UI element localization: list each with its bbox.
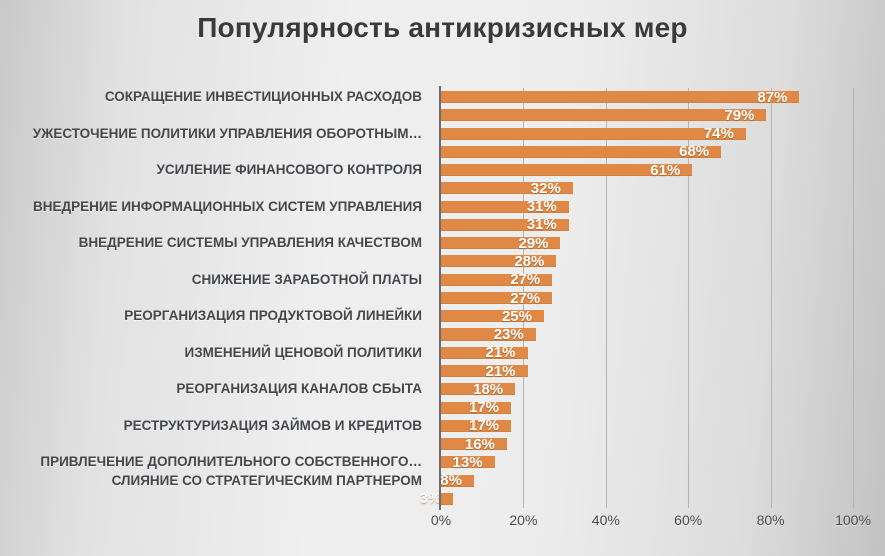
category-label: РЕСТРУКТУРИЗАЦИЯ ЗАЙМОВ И КРЕДИТОВ (123, 417, 422, 433)
bar[interactable] (441, 218, 569, 231)
x-axis-tick-labels: 0% 20% 40% 60% 80% 100% (431, 512, 871, 538)
category-label: ВНЕДРЕНИЕ СИСТЕМЫ УПРАВЛЕНИЯ КАЧЕСТВОМ (78, 235, 422, 251)
chart-title: Популярность антикризисных мер (197, 12, 688, 43)
bar[interactable] (441, 346, 528, 359)
bar[interactable] (441, 383, 516, 396)
bar-row[interactable]: 17% (441, 417, 853, 434)
bar-row[interactable]: 8% (440, 472, 853, 489)
bar-row[interactable]: 31% (441, 216, 853, 233)
bar[interactable] (441, 255, 557, 268)
bar[interactable] (441, 200, 569, 213)
bar-row[interactable]: 32% (441, 180, 853, 197)
bar[interactable] (441, 273, 553, 286)
gridline (688, 88, 690, 508)
bar[interactable] (441, 291, 553, 305)
category-label: СЛИЯНИЕ СО СТРАТЕГИЧЕСКИМ ПАРТНЕРОМ (111, 472, 422, 488)
bar-row[interactable]: 27% (441, 271, 853, 288)
bar[interactable] (441, 328, 536, 341)
x-tick-label: 20% (509, 512, 538, 528)
bar-row[interactable]: 17% (441, 399, 853, 416)
category-label: РЕОРГАНИЗАЦИЯ КАНАЛОВ СБЫТА (176, 381, 422, 397)
bar-row[interactable]: 21% (441, 363, 853, 380)
y-axis-line (439, 86, 441, 510)
category-label: СОКРАЩЕНИЕ ИНВЕСТИЦИОННЫХ РАСХОДОВ (104, 89, 422, 105)
bar-row[interactable]: 68% (441, 143, 853, 160)
bar[interactable] (441, 438, 507, 451)
bar-row[interactable]: 79% (441, 107, 853, 124)
bars-container: 87% 79% 74% 68% 61% 32% 31% 31% 29% 28% 27% 27% 25% 2… (420, 88, 853, 508)
bar[interactable] (441, 127, 746, 140)
bar[interactable] (441, 456, 495, 469)
bar-row[interactable]: 87% (441, 89, 853, 106)
category-axis-labels: СОКРАЩЕНИЕ ИНВЕСТИЦИОННЫХ РАСХОДОВ УЖЕСТО… (0, 88, 432, 508)
bar-row[interactable]: 3% (420, 490, 853, 507)
bar-row[interactable]: 27% (441, 290, 853, 307)
bar-row[interactable]: 21% (441, 344, 853, 361)
category-label: СНИЖЕНИЕ ЗАРАБОТНОЙ ПЛАТЫ (191, 271, 422, 287)
bar-row[interactable]: 28% (441, 253, 853, 270)
bar-row[interactable]: 18% (441, 381, 853, 398)
gridline (853, 88, 854, 508)
x-tick-label: 60% (674, 512, 703, 528)
bar[interactable] (441, 401, 512, 414)
x-tick-label: 80% (756, 512, 785, 528)
bar[interactable] (441, 182, 573, 195)
bar-row[interactable]: 31% (441, 198, 853, 215)
plot-area: 87% 79% 74% 68% 61% 32% 31% 31% 29% 28% 27% 27% 25% 2… (420, 88, 854, 508)
bar[interactable] (441, 164, 693, 177)
x-tick-label: 100% (835, 512, 871, 528)
category-label: ИЗМЕНЕНИЙ ЦЕНОВОЙ ПОЛИТИКИ (184, 344, 423, 360)
bar[interactable] (441, 419, 512, 432)
bar[interactable] (441, 474, 474, 487)
bar[interactable] (441, 237, 561, 250)
bar-row[interactable]: 29% (441, 235, 853, 252)
category-label: ПРИВЛЕЧЕНИЕ ДОПОЛНИТЕЛЬНОГО СОБСТВЕННОГО… (40, 454, 422, 470)
category-label: РЕОРГАНИЗАЦИЯ ПРОДУКТОВОЙ ЛИНЕЙКИ (124, 308, 422, 324)
bar-row[interactable]: 61% (441, 162, 853, 179)
bar-row[interactable]: 74% (441, 125, 853, 142)
bar-row[interactable]: 23% (441, 326, 853, 343)
bar-row[interactable]: 25% (441, 308, 853, 325)
bar[interactable] (441, 492, 454, 505)
category-label: УСИЛЕНИЕ ФИНАНСОВОГО КОНТРОЛЯ (156, 162, 422, 178)
bar[interactable] (441, 145, 722, 158)
bar[interactable] (441, 310, 544, 323)
x-tick-label: 40% (591, 512, 620, 528)
bar[interactable] (441, 109, 767, 122)
bar-row[interactable]: 16% (441, 436, 853, 453)
bar-row[interactable]: 13% (441, 454, 853, 471)
category-label: УЖЕСТОЧЕНИЕ ПОЛИТИКИ УПРАВЛЕНИЯ ОБОРОТНЫ… (32, 125, 422, 141)
category-label: ВНЕДРЕНИЕ ИНФОРМАЦИОННЫХ СИСТЕМ УПРАВЛЕН… (33, 198, 422, 214)
bar[interactable] (441, 91, 800, 104)
gridline (770, 88, 772, 508)
x-tick-label: 0% (430, 512, 452, 528)
gridline (605, 88, 607, 508)
bar[interactable] (441, 365, 528, 378)
